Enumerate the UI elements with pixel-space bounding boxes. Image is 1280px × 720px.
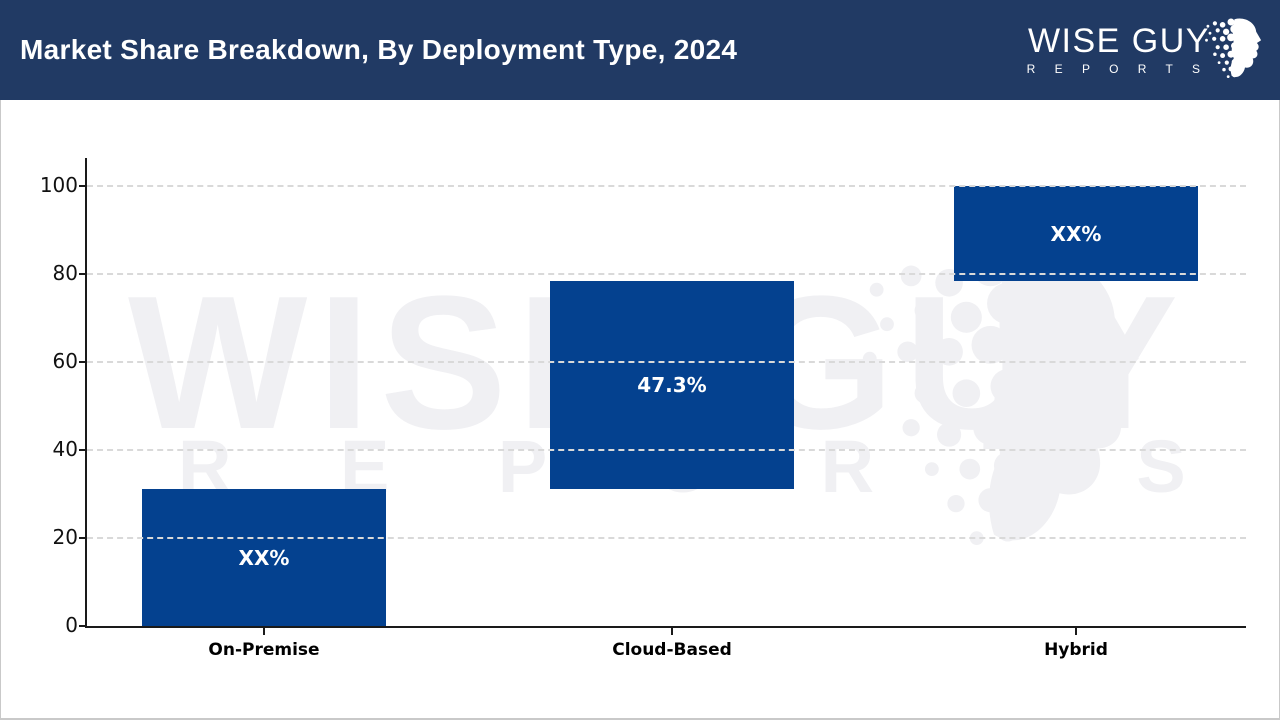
- gridline: [87, 449, 1246, 451]
- y-tick-mark: [79, 625, 87, 627]
- y-tick-mark: [79, 273, 87, 275]
- gridline: [87, 273, 1246, 275]
- x-axis-line: [85, 626, 1246, 628]
- y-tick-mark: [79, 361, 87, 363]
- y-tick-mark: [79, 185, 87, 187]
- y-tick-label: 40: [52, 437, 78, 461]
- chart-title: Market Share Breakdown, By Deployment Ty…: [20, 34, 738, 65]
- x-tick-mark: [671, 628, 673, 635]
- y-tick-label: 80: [52, 261, 78, 285]
- category-label: Hybrid: [1044, 640, 1108, 660]
- y-axis-line: [85, 158, 87, 628]
- category-label: On-Premise: [208, 640, 320, 660]
- bar: 47.3%: [550, 281, 794, 490]
- y-tick-mark: [79, 449, 87, 451]
- x-tick-mark: [1075, 628, 1077, 635]
- wise-guy-head-icon: [1205, 18, 1262, 78]
- bar: XX%: [142, 489, 386, 626]
- bar-value-label: 47.3%: [637, 373, 707, 398]
- y-tick-mark: [79, 537, 87, 539]
- bar-value-label: XX%: [1050, 221, 1102, 246]
- x-tick-mark: [263, 628, 265, 635]
- logo-subtext: R E P O R T S: [1026, 62, 1208, 76]
- y-tick-label: 100: [39, 173, 78, 197]
- logo-wordmark: WISE GUY: [1027, 22, 1210, 60]
- header-bar: Market Share Breakdown, By Deployment Ty…: [0, 0, 1280, 100]
- wise-guy-logo: WISE GUY R E P O R T S: [1027, 9, 1266, 91]
- y-tick-label: 0: [65, 613, 78, 637]
- gridline: [87, 361, 1246, 363]
- bar: XX%: [954, 186, 1198, 282]
- logo-text: WISE GUY R E P O R T S: [1027, 24, 1210, 76]
- bar-value-label: XX%: [238, 545, 290, 570]
- y-tick-label: 20: [52, 525, 78, 549]
- gridline: [87, 185, 1246, 187]
- y-tick-label: 60: [52, 349, 78, 373]
- gridline: [87, 537, 1246, 539]
- category-label: Cloud-Based: [612, 640, 732, 660]
